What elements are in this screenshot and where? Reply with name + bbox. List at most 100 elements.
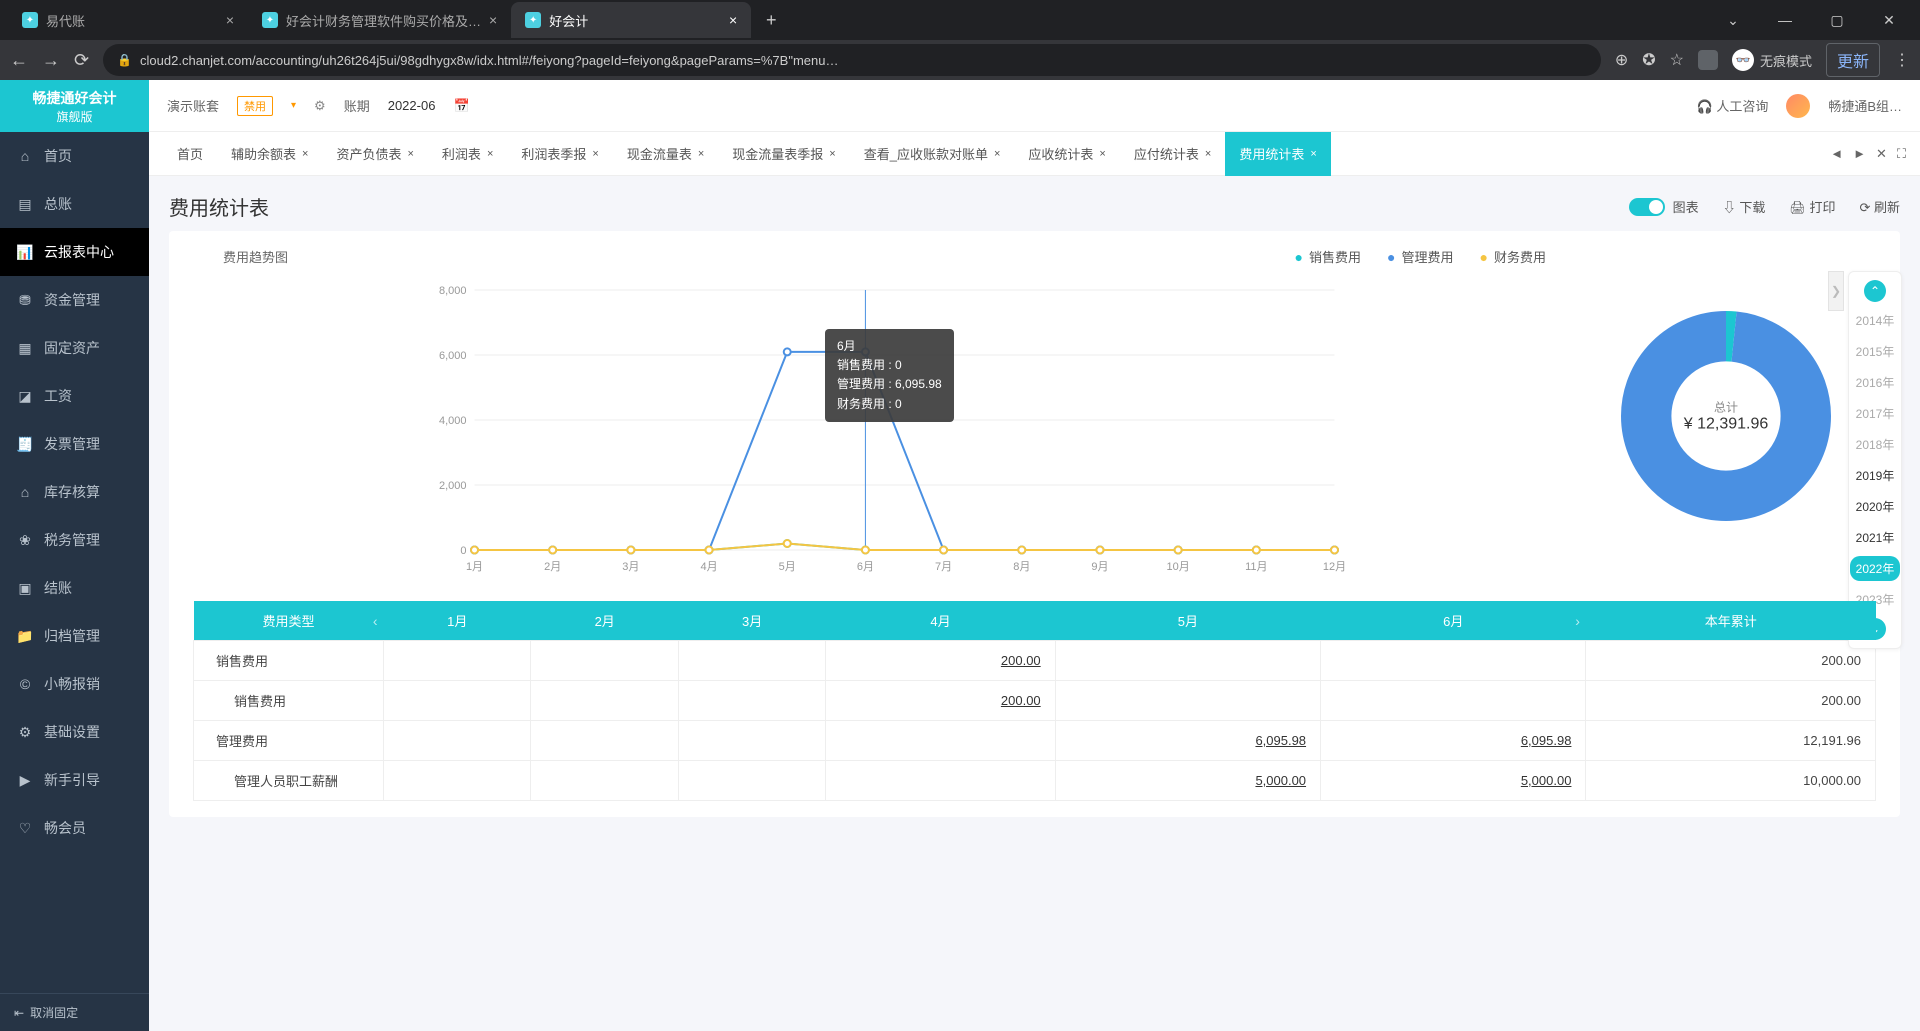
avatar[interactable] xyxy=(1786,94,1810,118)
sidebar-item[interactable]: 📊云报表中心 xyxy=(0,228,149,276)
legend-fin[interactable]: 财务费用 xyxy=(1480,247,1546,266)
account-selector[interactable]: 演示账套 xyxy=(167,96,219,115)
cell-link[interactable]: 5,000.00 xyxy=(1255,773,1306,788)
page-tab[interactable]: 首页 xyxy=(163,132,217,176)
page-tab-close-icon[interactable]: × xyxy=(1310,148,1316,160)
print-button[interactable]: 🖨 打印 xyxy=(1789,197,1835,216)
sidebar-item[interactable]: ♡畅会员 xyxy=(0,804,149,852)
page-tab[interactable]: 利润表× xyxy=(428,132,507,176)
tabs-close-all-icon[interactable]: ✕ xyxy=(1876,146,1887,162)
sidebar-item[interactable]: ⚙基础设置 xyxy=(0,708,149,756)
user-name[interactable]: 畅捷通B组… xyxy=(1828,96,1902,115)
page-tab[interactable]: 查看_应收账款对账单× xyxy=(850,132,1015,176)
chevron-down-icon[interactable]: ▾ xyxy=(291,100,296,111)
sidebar-item[interactable]: ▦固定资产 xyxy=(0,324,149,372)
table-cell[interactable]: 200.00 xyxy=(826,641,1055,681)
chart-toggle[interactable]: 图表 xyxy=(1629,197,1699,216)
table-cell[interactable]: 5,000.00 xyxy=(1321,761,1586,801)
page-tab[interactable]: 费用统计表× xyxy=(1225,132,1330,176)
page-tab[interactable]: 现金流量表季报× xyxy=(718,132,849,176)
sidebar-item[interactable]: 🧾发票管理 xyxy=(0,420,149,468)
new-tab-button[interactable]: + xyxy=(757,6,785,34)
year-option[interactable]: 2019年 xyxy=(1850,463,1901,488)
sidebar-item[interactable]: ⌂首页 xyxy=(0,132,149,180)
year-option[interactable]: 2022年 xyxy=(1850,556,1901,581)
download-button[interactable]: ⇩ 下载 xyxy=(1723,197,1766,216)
fullscreen-icon[interactable]: ⛶ xyxy=(1897,146,1906,162)
table-cell[interactable]: 5,000.00 xyxy=(1055,761,1320,801)
page-tab[interactable]: 应付统计表× xyxy=(1120,132,1225,176)
chevron-down-icon[interactable]: ⌄ xyxy=(1710,5,1756,35)
table-scroll-left-icon[interactable]: ‹ xyxy=(373,613,378,629)
cell-link[interactable]: 6,095.98 xyxy=(1521,733,1572,748)
year-option[interactable]: 2014年 xyxy=(1850,308,1901,333)
panel-collapse-handle[interactable]: ❯ xyxy=(1828,271,1844,311)
tabs-scroll-left-icon[interactable]: ◄ xyxy=(1830,146,1843,161)
forward-button[interactable]: → xyxy=(42,50,60,71)
sidebar-pin-toggle[interactable]: ⇤ 取消固定 xyxy=(0,993,149,1031)
table-cell[interactable]: 6,095.98 xyxy=(1321,721,1586,761)
sidebar-item[interactable]: ◪工资 xyxy=(0,372,149,420)
disable-tag[interactable]: 禁用 xyxy=(237,96,273,116)
page-tab[interactable]: 应收统计表× xyxy=(1014,132,1119,176)
sidebar-item[interactable]: ⛃资金管理 xyxy=(0,276,149,324)
page-tab[interactable]: 利润表季报× xyxy=(507,132,612,176)
page-tab-close-icon[interactable]: × xyxy=(592,148,598,160)
year-option[interactable]: 2018年 xyxy=(1850,432,1901,457)
url-bar[interactable]: 🔒 cloud2.chanjet.com/accounting/uh26t264… xyxy=(103,44,1601,76)
year-option[interactable]: 2020年 xyxy=(1850,494,1901,519)
minimize-icon[interactable]: — xyxy=(1762,5,1808,35)
cell-link[interactable]: 5,000.00 xyxy=(1521,773,1572,788)
line-chart[interactable]: 02,0004,0006,0008,0001月2月3月4月5月6月7月8月9月1… xyxy=(193,270,1556,580)
year-rail-up-icon[interactable]: ⌃ xyxy=(1864,280,1886,302)
menu-icon[interactable]: ⋮ xyxy=(1894,50,1910,70)
sidebar-item[interactable]: ▤总账 xyxy=(0,180,149,228)
cell-link[interactable]: 6,095.98 xyxy=(1255,733,1306,748)
page-tab-close-icon[interactable]: × xyxy=(1099,148,1105,160)
page-tab[interactable]: 辅助余额表× xyxy=(217,132,322,176)
browser-tab[interactable]: ✦易代账× xyxy=(8,2,248,38)
legend-sales[interactable]: 销售费用 xyxy=(1295,247,1361,266)
toggle-switch[interactable] xyxy=(1629,198,1665,216)
sidebar-item[interactable]: 📁归档管理 xyxy=(0,612,149,660)
back-button[interactable]: ← xyxy=(10,50,28,71)
logo[interactable]: 畅捷通好会计 旗舰版 xyxy=(0,80,149,132)
sidebar-item[interactable]: ▶新手引导 xyxy=(0,756,149,804)
tab-close-icon[interactable]: × xyxy=(489,12,497,28)
extensions-icon[interactable]: ✪ xyxy=(1642,50,1655,70)
page-tab-close-icon[interactable]: × xyxy=(407,148,413,160)
sidebar-item[interactable]: ©小畅报销 xyxy=(0,660,149,708)
page-tab-close-icon[interactable]: × xyxy=(994,148,1000,160)
page-tab-close-icon[interactable]: × xyxy=(698,148,704,160)
page-tab-close-icon[interactable]: × xyxy=(302,148,308,160)
browser-tab[interactable]: ✦好会计财务管理软件购买价格及…× xyxy=(248,2,511,38)
tab-close-icon[interactable]: × xyxy=(729,12,737,28)
page-tab[interactable]: 现金流量表× xyxy=(613,132,718,176)
maximize-icon[interactable]: ▢ xyxy=(1814,5,1860,35)
gear-icon[interactable]: ⚙ xyxy=(314,98,326,114)
consult-link[interactable]: 🎧 人工咨询 xyxy=(1697,96,1769,115)
legend-mgmt[interactable]: 管理费用 xyxy=(1387,247,1453,266)
page-tab-close-icon[interactable]: × xyxy=(829,148,835,160)
cell-link[interactable]: 200.00 xyxy=(1001,653,1041,668)
refresh-button[interactable]: ⟳ 刷新 xyxy=(1859,197,1900,216)
page-tab-close-icon[interactable]: × xyxy=(487,148,493,160)
star-icon[interactable]: ☆ xyxy=(1670,50,1684,70)
tabs-scroll-right-icon[interactable]: ► xyxy=(1853,146,1866,161)
close-icon[interactable]: ✕ xyxy=(1866,5,1912,35)
sidebar-item[interactable]: ▣结账 xyxy=(0,564,149,612)
sidebar-item[interactable]: ⌂库存核算 xyxy=(0,468,149,516)
table-cell[interactable]: 6,095.98 xyxy=(1055,721,1320,761)
table-cell[interactable]: 200.00 xyxy=(826,681,1055,721)
period-value[interactable]: 2022-06 xyxy=(388,98,436,113)
browser-tab[interactable]: ✦好会计× xyxy=(511,2,751,38)
page-tab[interactable]: 资产负债表× xyxy=(322,132,427,176)
reload-button[interactable]: ⟳ xyxy=(74,50,89,71)
page-tab-close-icon[interactable]: × xyxy=(1205,148,1211,160)
year-option[interactable]: 2021年 xyxy=(1850,525,1901,550)
ext-badge-icon[interactable] xyxy=(1698,50,1718,70)
year-option[interactable]: 2016年 xyxy=(1850,370,1901,395)
table-scroll-right-icon[interactable]: › xyxy=(1575,613,1580,629)
tab-close-icon[interactable]: × xyxy=(226,12,234,28)
calendar-icon[interactable]: 📅 xyxy=(453,98,469,114)
